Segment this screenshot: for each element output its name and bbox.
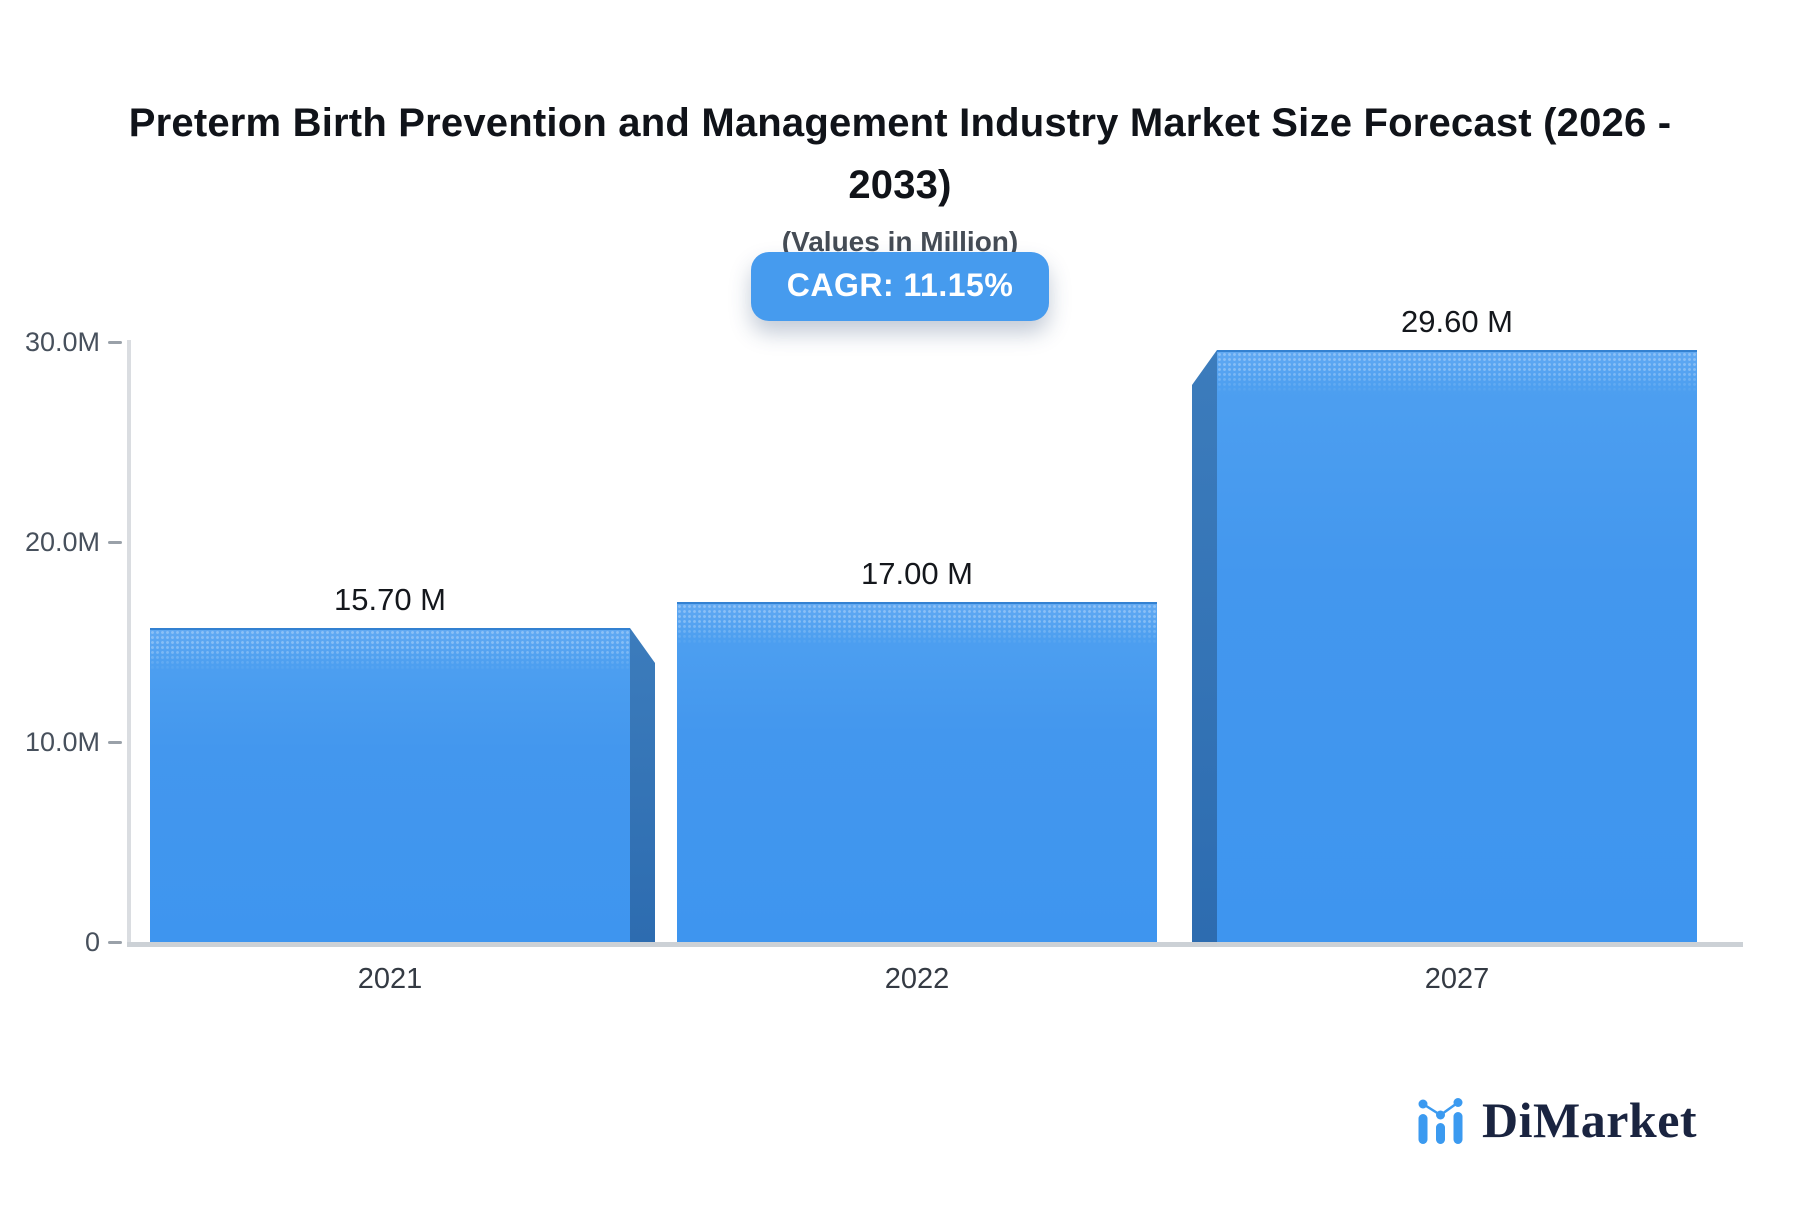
- dimarket-logo: DiMarket: [1418, 1092, 1698, 1148]
- chart-title: Preterm Birth Prevention and Management …: [128, 101, 1672, 207]
- bar-value-label: 17.00 M: [860, 556, 973, 591]
- mini-bar-chart-trend-icon: [1418, 1098, 1463, 1144]
- chart-subtitle: (Values in Million): [781, 226, 1019, 257]
- bar-2027: [1217, 350, 1697, 942]
- y-tick-label: 30.0M: [24, 327, 100, 357]
- y-tick-mark: [108, 341, 122, 344]
- bar-value-label: 29.60 M: [1400, 304, 1513, 339]
- y-tick-label: 20.0M: [24, 527, 100, 557]
- y-tick-mark: [108, 941, 122, 944]
- y-axis-line: [127, 340, 131, 947]
- y-tick-mark: [108, 541, 122, 544]
- bar-2022: [677, 602, 1157, 942]
- y-tick-label: 0: [84, 927, 100, 957]
- y-tick-label: 10.0M: [24, 727, 100, 757]
- bar-2021-3d-edge: [630, 628, 655, 942]
- x-axis-category-label: 2022: [884, 963, 950, 995]
- cagr-badge: CAGR: 11.15%: [750, 252, 1050, 321]
- bar-2021: [150, 628, 630, 942]
- logo-text: DiMarket: [1482, 1092, 1698, 1148]
- bar-2027-3d-edge: [1192, 350, 1217, 942]
- x-axis-category-label: 2021: [357, 963, 423, 995]
- x-axis-category-label: 2027: [1424, 963, 1490, 995]
- x-axis-baseline: [127, 942, 1743, 947]
- y-tick-mark: [108, 741, 122, 744]
- bar-value-label: 15.70 M: [333, 582, 446, 617]
- chart-header: Preterm Birth Prevention and Management …: [0, 0, 1800, 321]
